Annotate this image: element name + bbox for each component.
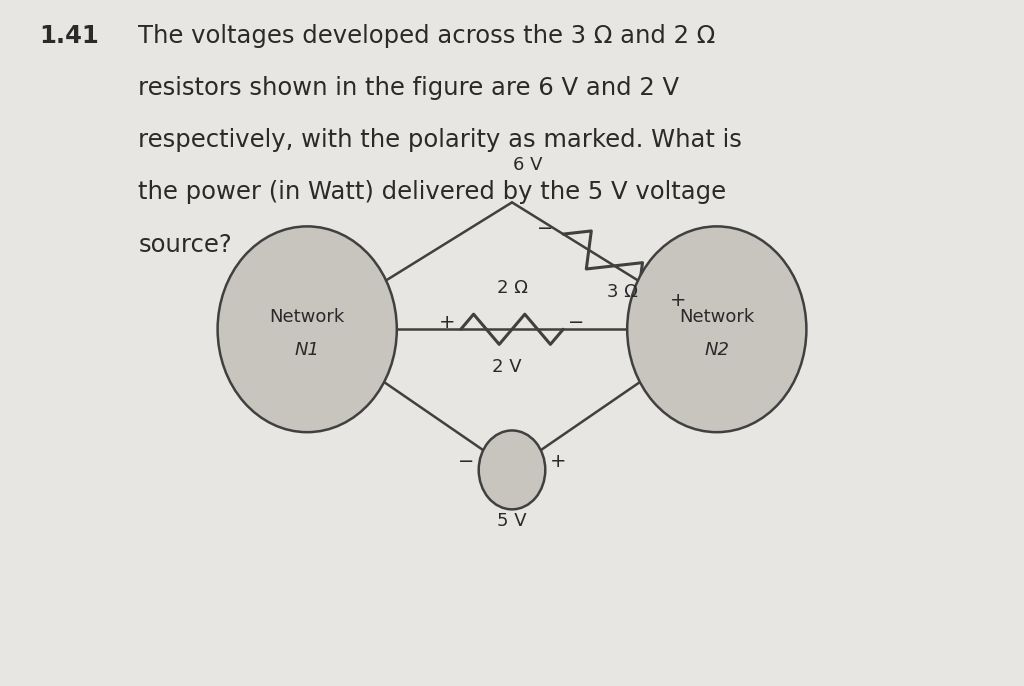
Text: N2: N2 [705, 341, 729, 359]
Text: −: − [537, 219, 553, 238]
Text: 3 Ω: 3 Ω [607, 283, 638, 301]
Ellipse shape [479, 431, 545, 509]
Text: respectively, with the polarity as marked. What is: respectively, with the polarity as marke… [138, 128, 742, 152]
Text: The voltages developed across the 3 Ω and 2 Ω: The voltages developed across the 3 Ω an… [138, 24, 716, 48]
Text: −: − [458, 452, 474, 471]
Text: +: + [670, 292, 686, 311]
Ellipse shape [627, 226, 807, 432]
Text: Network: Network [679, 308, 755, 326]
Text: N1: N1 [295, 341, 319, 359]
Text: +: + [550, 452, 566, 471]
Text: Network: Network [269, 308, 345, 326]
Text: −: − [568, 313, 585, 332]
Text: resistors shown in the figure are 6 V and 2 V: resistors shown in the figure are 6 V an… [138, 76, 679, 100]
Text: +: + [439, 313, 456, 332]
Text: 2 V: 2 V [493, 358, 521, 376]
Text: 6 V: 6 V [513, 156, 542, 174]
Ellipse shape [217, 226, 396, 432]
Text: the power (in Watt) delivered by the 5 V voltage: the power (in Watt) delivered by the 5 V… [138, 180, 726, 204]
Text: source?: source? [138, 233, 232, 257]
Text: 1.41: 1.41 [39, 24, 98, 48]
Text: 5 V: 5 V [498, 512, 526, 530]
Text: 2 Ω: 2 Ω [497, 279, 527, 297]
